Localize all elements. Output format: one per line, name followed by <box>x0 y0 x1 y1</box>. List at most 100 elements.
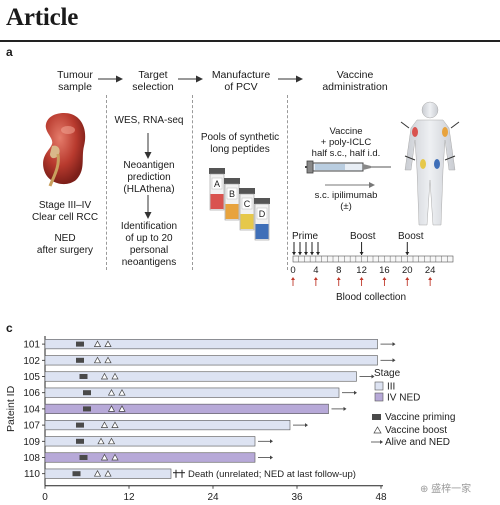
blood-arrowhead <box>428 277 433 280</box>
patient-id-label: 102 <box>23 356 40 367</box>
legend-alive-label: Alive and NED <box>385 437 450 448</box>
alive-ned-arrowhead <box>392 358 396 363</box>
patient-id-label: 104 <box>23 404 40 415</box>
vaccine-boost-marker <box>100 421 109 428</box>
timeline-tick-label: 20 <box>402 265 413 276</box>
prime-arrowhead <box>304 252 308 255</box>
watermark: ⊕ 盛梓一家 <box>420 484 472 495</box>
vaccine-priming-marker <box>79 455 88 460</box>
legend-boost-marker <box>373 426 382 434</box>
blood-arrowhead <box>336 277 341 280</box>
x-tick-label: 48 <box>375 492 387 503</box>
alive-ned-arrowhead <box>305 423 308 428</box>
target-step-wes: WES, RNA-seq <box>114 115 184 126</box>
vaccine-boost-marker <box>97 437 105 445</box>
legend-stage-item: IV NED <box>387 393 420 404</box>
vaccine-boost-marker <box>104 469 112 477</box>
vaccine-priming-marker <box>76 422 84 428</box>
vaccine-boost-marker <box>107 405 116 412</box>
prime-arrowhead <box>310 252 314 255</box>
vial-label-B: B <box>229 189 235 199</box>
vaccine-priming-marker <box>72 471 81 477</box>
blood-arrowhead <box>313 277 318 280</box>
patient-bar <box>44 436 256 447</box>
vial-cap-A <box>209 168 225 174</box>
target-step-identification: Identification of up to 20 personal neoa… <box>120 221 178 268</box>
patient-bar <box>44 387 340 398</box>
vial-label-D: D <box>259 209 266 219</box>
divider-2 <box>192 95 193 270</box>
pools-label: Pools of synthetic long peptides <box>200 132 280 155</box>
human-body-icon <box>400 101 460 226</box>
step-vaccine-administration: Vaccine administration <box>322 69 388 93</box>
prime-arrowhead <box>298 252 302 255</box>
death-note: Death (unrelated; NED at last follow-up) <box>188 469 356 480</box>
vaccine-boost-marker <box>107 437 116 445</box>
timeline-tick-label: 8 <box>336 265 341 276</box>
patient-bar <box>44 355 378 366</box>
legend-stage-swatch <box>374 392 384 402</box>
timeline-tick-label: 16 <box>379 265 390 276</box>
vaccine-priming-marker <box>79 374 88 379</box>
vaccine-label: Vaccine + poly-ICLC half s.c., half i.d. <box>311 126 381 159</box>
vial-cap-C <box>239 188 255 194</box>
divider-1 <box>106 95 107 270</box>
vaccine-priming-marker <box>76 438 84 444</box>
patient-id-label: 110 <box>24 469 40 480</box>
x-tick-label: 36 <box>291 492 303 503</box>
y-axis-title: Pateint ID <box>5 385 17 432</box>
boost-label-2: Boost <box>398 231 424 242</box>
legend-priming-label: Vaccine priming <box>385 412 455 423</box>
patient-id-label: 101 <box>23 340 40 351</box>
vaccine-priming-marker <box>83 406 91 412</box>
vaccine-boost-marker <box>104 356 112 364</box>
alive-ned-arrowhead <box>270 455 273 460</box>
vaccine-boost-marker <box>100 453 109 461</box>
prime-arrowhead <box>316 252 320 255</box>
kidney-icon <box>43 113 86 187</box>
alive-ned-arrowhead <box>392 342 396 347</box>
patient-bar <box>44 420 291 431</box>
legend-boost-label: Vaccine boost <box>385 425 447 436</box>
vial-liquid-D <box>255 224 269 239</box>
timeline-tick-label: 0 <box>290 265 295 276</box>
blood-arrowhead <box>405 277 410 280</box>
vaccine-boost-marker <box>118 405 126 412</box>
vial-label-C: C <box>244 199 251 209</box>
panel-c-letter: c <box>6 321 13 335</box>
vial-label-box-C <box>241 197 253 210</box>
x-tick-label: 12 <box>123 492 135 503</box>
vaccine-boost-marker <box>93 469 102 477</box>
vaccine-boost-marker <box>118 388 126 396</box>
alive-ned-arrowhead <box>371 374 375 379</box>
vaccine-boost-marker <box>111 372 119 380</box>
patient-id-label: 106 <box>23 388 40 399</box>
vial-label-box-D <box>256 207 268 220</box>
alive-ned-arrowhead <box>354 390 357 395</box>
target-step-prediction: Neoantigen prediction (HLAthena) <box>123 160 175 195</box>
patient-id-label: 105 <box>23 372 40 383</box>
vaccine-boost-marker <box>107 388 116 396</box>
vial-liquid-C <box>240 214 254 229</box>
vial-label-box-B <box>226 187 238 200</box>
boost-arrowhead <box>405 252 410 255</box>
tumour-ned-text: NED after surgery <box>36 233 94 256</box>
ipilimumab-label: s.c. ipilimumab (±) <box>314 190 378 212</box>
blood-collection-label: Blood collection <box>336 292 407 303</box>
blood-arrowhead <box>291 277 295 280</box>
prime-arrowhead <box>292 252 296 255</box>
vial-label-box-A <box>211 177 223 190</box>
vaccine-priming-marker <box>76 357 84 363</box>
legend-stage-title: Stage <box>374 368 401 379</box>
step-target-selection: Target selection <box>132 69 174 93</box>
patient-bar <box>44 452 256 463</box>
vaccine-boost-marker <box>100 372 109 380</box>
prime-label: Prime <box>292 231 319 242</box>
patient-timeline-chart: 101 102 105 106 104 107 109 108 110 Death (unrela… <box>5 336 455 503</box>
boost-arrowhead <box>359 252 364 255</box>
panel-a-letter: a <box>6 45 13 59</box>
patient-bar <box>44 339 378 350</box>
patient-id-label: 109 <box>23 437 40 448</box>
vaccine-boost-marker <box>111 453 119 461</box>
